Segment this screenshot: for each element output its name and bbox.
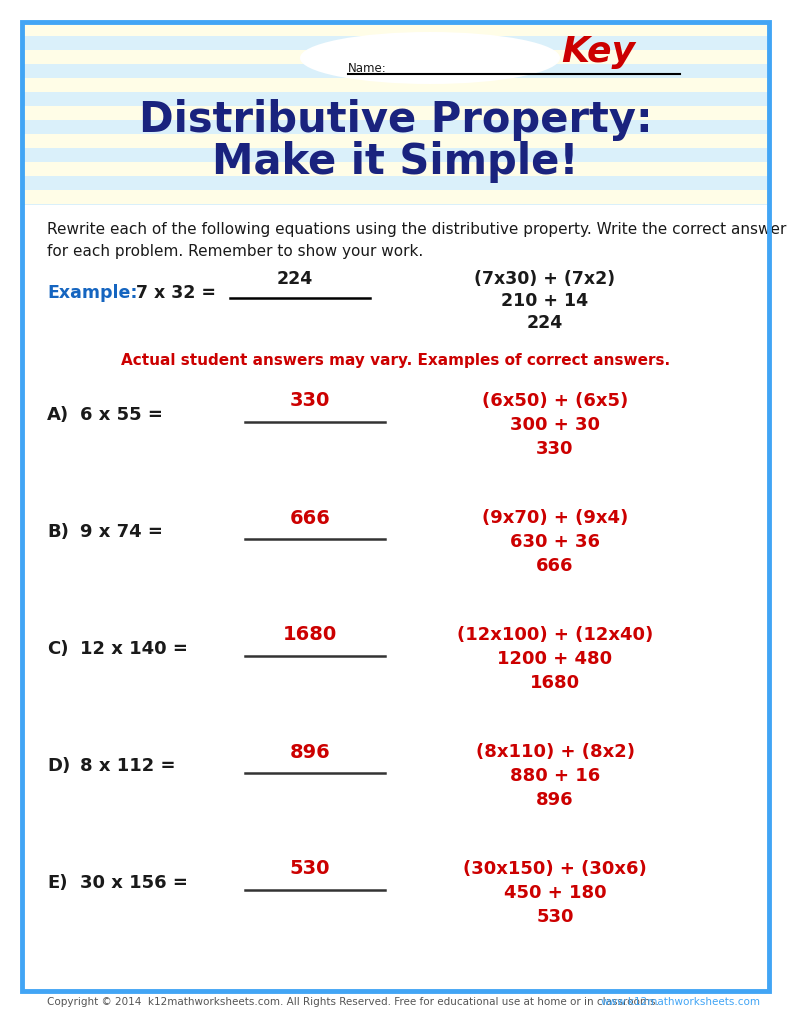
Text: 1680: 1680 — [530, 674, 580, 692]
Text: A): A) — [47, 406, 69, 424]
Text: 896: 896 — [536, 791, 573, 809]
Text: Example:: Example: — [47, 284, 138, 302]
Bar — [24, 63, 767, 78]
Text: 7 x 32 =: 7 x 32 = — [136, 284, 222, 302]
Text: 9 x 74 =: 9 x 74 = — [80, 523, 163, 541]
Text: D): D) — [47, 757, 70, 775]
Text: 330: 330 — [290, 391, 330, 411]
Text: Actual student answers may vary. Examples of correct answers.: Actual student answers may vary. Example… — [121, 352, 670, 368]
Bar — [24, 22, 767, 36]
Text: 1680: 1680 — [283, 626, 337, 644]
Ellipse shape — [300, 32, 560, 84]
Bar — [24, 106, 767, 120]
Text: (8x110) + (8x2): (8x110) + (8x2) — [475, 743, 634, 761]
Bar — [24, 78, 767, 92]
Text: 330: 330 — [536, 440, 573, 458]
Text: 896: 896 — [290, 742, 331, 762]
Bar — [24, 176, 767, 190]
Bar — [24, 134, 767, 148]
Text: 30 x 156 =: 30 x 156 = — [80, 874, 188, 892]
Text: (12x100) + (12x40): (12x100) + (12x40) — [457, 626, 653, 644]
Text: (7x30) + (7x2): (7x30) + (7x2) — [475, 270, 615, 288]
Text: (9x70) + (9x4): (9x70) + (9x4) — [482, 509, 628, 527]
Text: 12 x 140 =: 12 x 140 = — [80, 640, 188, 658]
Text: Rewrite each of the following equations using the distributive property. Write t: Rewrite each of the following equations … — [47, 222, 786, 237]
Text: 224: 224 — [527, 314, 563, 332]
Text: Distributive Property:: Distributive Property: — [138, 99, 653, 141]
Bar — [24, 205, 767, 991]
Text: 666: 666 — [290, 509, 331, 527]
Text: E): E) — [47, 874, 67, 892]
Text: 530: 530 — [536, 908, 573, 926]
Bar — [24, 92, 767, 106]
Text: 1200 + 480: 1200 + 480 — [498, 650, 612, 668]
Text: (30x150) + (30x6): (30x150) + (30x6) — [463, 860, 647, 878]
Text: 8 x 112 =: 8 x 112 = — [80, 757, 176, 775]
Text: Copyright © 2014  k12mathworksheets.com. All Rights Reserved. Free for education: Copyright © 2014 k12mathworksheets.com. … — [47, 997, 659, 1007]
Bar — [24, 162, 767, 176]
Bar — [24, 148, 767, 162]
Text: www.k12mathworksheets.com: www.k12mathworksheets.com — [601, 997, 761, 1007]
Text: 224: 224 — [277, 270, 313, 288]
Text: 630 + 36: 630 + 36 — [510, 534, 600, 551]
Text: 880 + 16: 880 + 16 — [510, 767, 600, 785]
Text: 450 + 180: 450 + 180 — [504, 884, 607, 902]
Bar — [24, 36, 767, 50]
Text: Key: Key — [561, 35, 635, 69]
Text: for each problem. Remember to show your work.: for each problem. Remember to show your … — [47, 244, 423, 259]
Bar — [24, 120, 767, 134]
Text: 300 + 30: 300 + 30 — [510, 416, 600, 434]
Bar — [24, 50, 767, 63]
Text: B): B) — [47, 523, 69, 541]
Text: 666: 666 — [536, 557, 573, 575]
Bar — [24, 190, 767, 204]
Text: Make it Simple!: Make it Simple! — [212, 141, 579, 183]
Text: 210 + 14: 210 + 14 — [501, 292, 589, 310]
Text: C): C) — [47, 640, 69, 658]
Text: (6x50) + (6x5): (6x50) + (6x5) — [482, 392, 628, 410]
Text: 530: 530 — [290, 859, 331, 879]
Text: Name:: Name: — [348, 61, 387, 75]
Text: 6 x 55 =: 6 x 55 = — [80, 406, 163, 424]
